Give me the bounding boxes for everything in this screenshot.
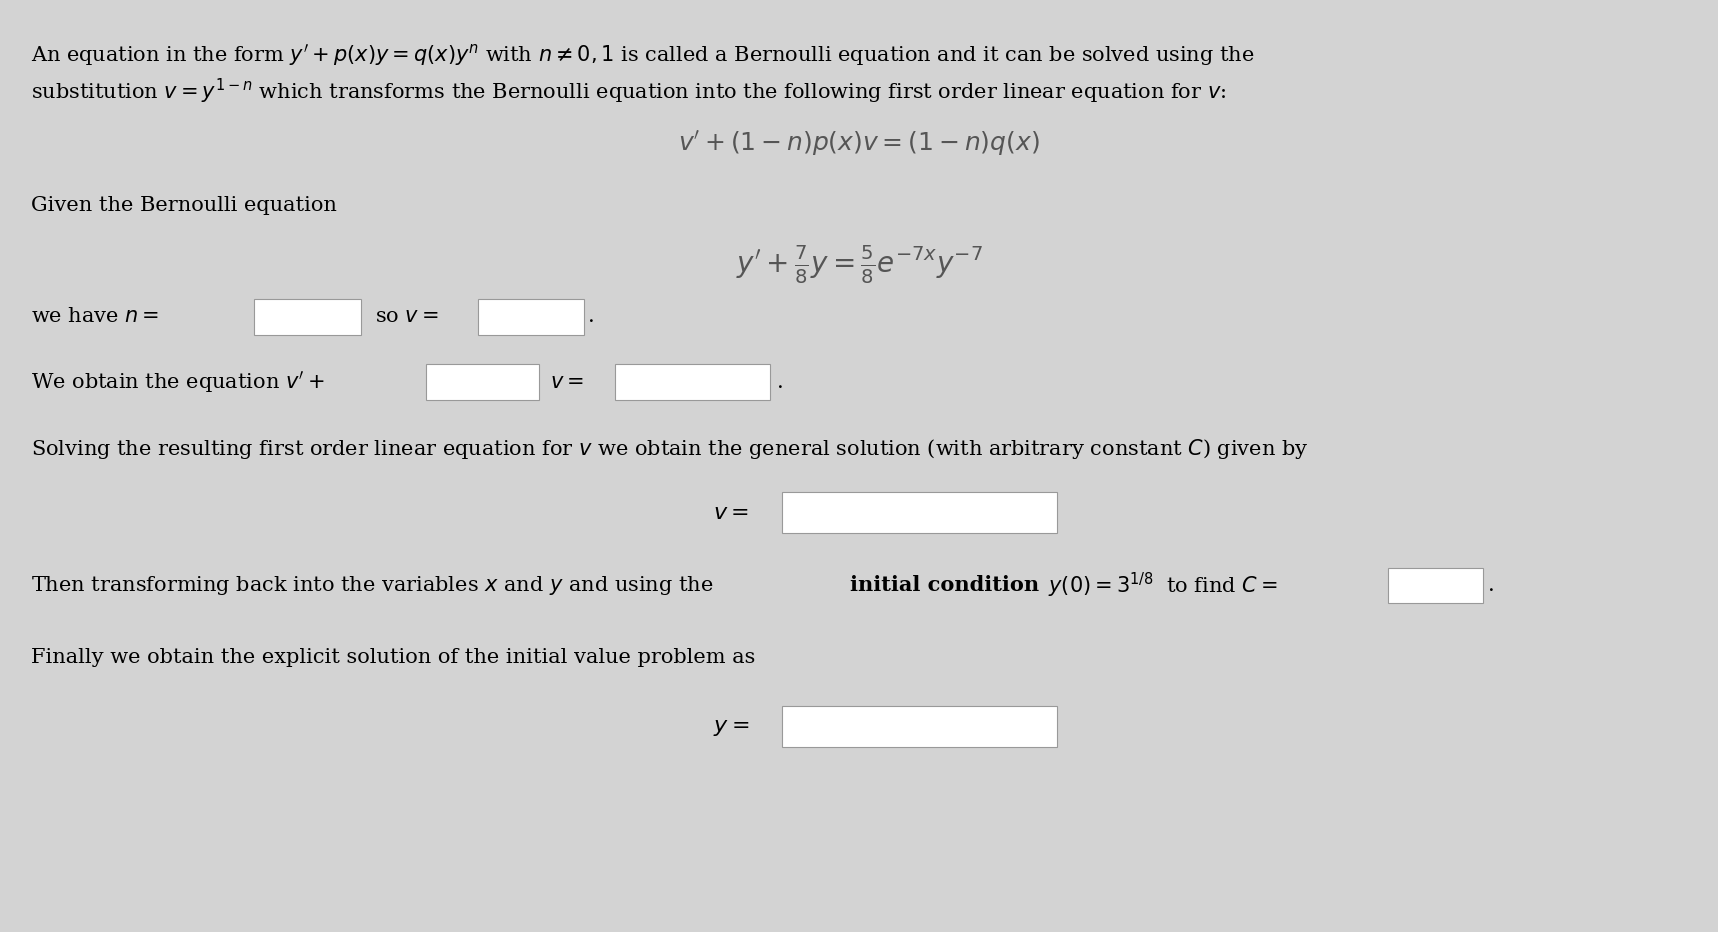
Text: so $v =$: so $v =$ — [375, 308, 438, 326]
FancyBboxPatch shape — [1388, 568, 1483, 603]
Text: We obtain the equation $v' +$: We obtain the equation $v' +$ — [31, 369, 325, 395]
Text: An equation in the form $y' + p(x)y = q(x)y^n$ with $n \neq 0, 1$ is called a Be: An equation in the form $y' + p(x)y = q(… — [31, 42, 1254, 68]
Text: we have $n =$: we have $n =$ — [31, 308, 160, 326]
FancyBboxPatch shape — [782, 492, 1057, 533]
Text: Solving the resulting first order linear equation for $v$ we obtain the general : Solving the resulting first order linear… — [31, 437, 1309, 461]
Text: initial condition: initial condition — [850, 575, 1039, 596]
Text: $y' + \frac{7}{8}y = \frac{5}{8}e^{-7x}y^{-7}$: $y' + \frac{7}{8}y = \frac{5}{8}e^{-7x}y… — [735, 244, 983, 286]
Text: $y(0) = 3^{1/8}$  to find $C =$: $y(0) = 3^{1/8}$ to find $C =$ — [1048, 570, 1278, 600]
Text: substitution $v = y^{1-n}$ which transforms the Bernoulli equation into the foll: substitution $v = y^{1-n}$ which transfo… — [31, 76, 1227, 105]
Text: Finally we obtain the explicit solution of the initial value problem as: Finally we obtain the explicit solution … — [31, 648, 756, 666]
Text: $v =$: $v =$ — [713, 501, 749, 524]
Text: $v =$: $v =$ — [550, 373, 584, 391]
Text: .: . — [1488, 576, 1495, 595]
FancyBboxPatch shape — [615, 364, 770, 400]
Text: $y =$: $y =$ — [713, 716, 749, 738]
FancyBboxPatch shape — [478, 299, 584, 335]
Text: .: . — [777, 373, 783, 391]
Text: .: . — [588, 308, 594, 326]
FancyBboxPatch shape — [254, 299, 361, 335]
Text: Given the Bernoulli equation: Given the Bernoulli equation — [31, 196, 337, 214]
FancyBboxPatch shape — [782, 706, 1057, 747]
Text: Then transforming back into the variables $x$ and $y$ and using the: Then transforming back into the variable… — [31, 574, 715, 596]
Text: $v' + (1-n)p(x)v = (1-n)q(x)$: $v' + (1-n)p(x)v = (1-n)q(x)$ — [679, 129, 1039, 158]
FancyBboxPatch shape — [426, 364, 539, 400]
